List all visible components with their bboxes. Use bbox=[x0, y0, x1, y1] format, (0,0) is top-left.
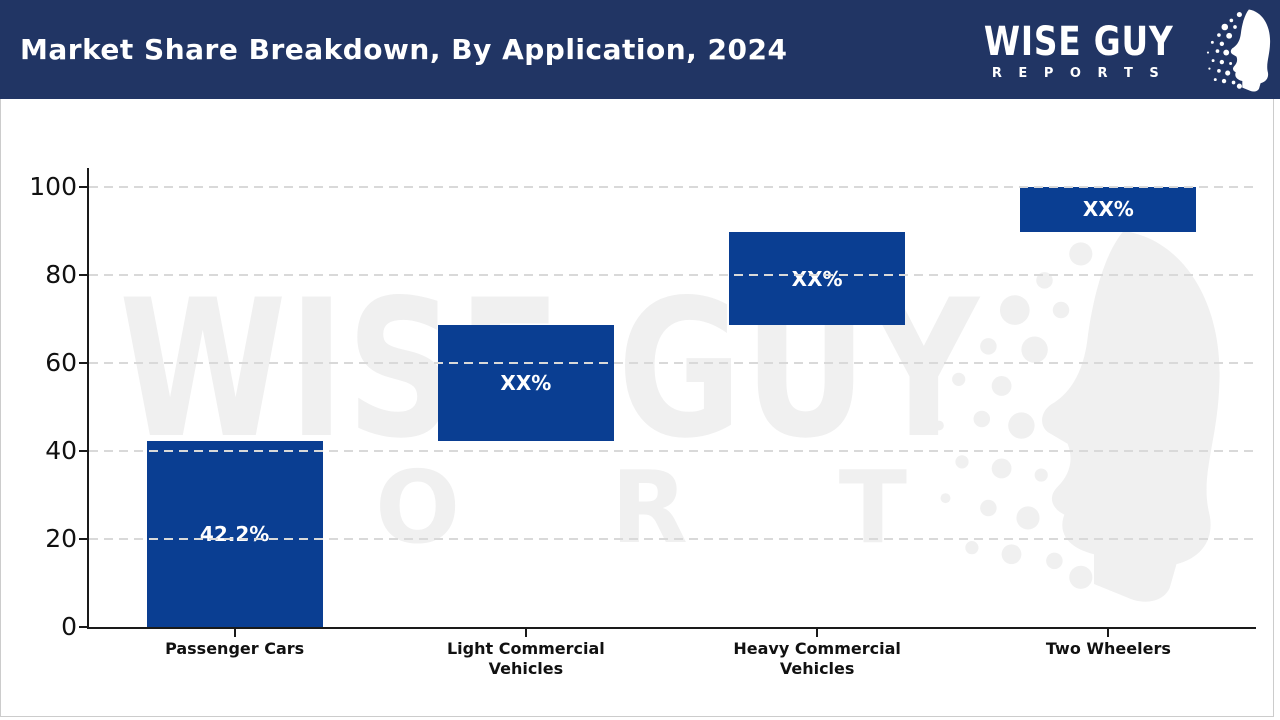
bar-value-label: XX% bbox=[791, 266, 843, 291]
header-bar: Market Share Breakdown, By Application, … bbox=[0, 0, 1280, 99]
gridline bbox=[89, 362, 1254, 364]
category-label: Light Commercial Vehicles bbox=[446, 639, 605, 678]
category-label: Two Wheelers bbox=[1045, 639, 1171, 658]
gridline bbox=[89, 186, 1254, 188]
x-tick bbox=[524, 629, 527, 637]
bar-value-label: XX% bbox=[500, 371, 552, 396]
y-tick-label: 40 bbox=[45, 436, 77, 465]
y-tick-label: 60 bbox=[45, 348, 77, 377]
bar-value-label: XX% bbox=[1082, 197, 1134, 222]
watermark-head-icon bbox=[933, 230, 1220, 602]
bar-segment: XX% bbox=[437, 325, 614, 442]
bar-segment: XX% bbox=[729, 231, 906, 326]
bar-value-label: 42.2% bbox=[199, 522, 270, 547]
y-tick-label: 80 bbox=[45, 260, 77, 289]
y-tick bbox=[79, 538, 87, 540]
gridline bbox=[89, 274, 1254, 276]
y-tick-label: 20 bbox=[45, 524, 77, 553]
y-tick bbox=[79, 186, 87, 188]
x-tick bbox=[816, 629, 819, 637]
gridline bbox=[89, 538, 1254, 540]
bar-segment: XX% bbox=[1020, 187, 1197, 232]
y-tick-label: 100 bbox=[29, 172, 77, 201]
y-tick bbox=[79, 626, 87, 628]
x-tick bbox=[1107, 629, 1110, 637]
chart-card: WISE GUY P O R T S 0 20 40 60 80 100 42.2% Pass… bbox=[0, 99, 1274, 717]
waterfall-chart: 0 20 40 60 80 100 42.2% Passenger Cars XX% Light … bbox=[1, 99, 1273, 716]
x-tick bbox=[233, 629, 236, 637]
wise-guy-reports-logo: WISE GUY R E P O R T S bbox=[963, 6, 1272, 94]
x-axis-spine bbox=[87, 627, 1256, 629]
logo-wordmark: WISE GUY bbox=[983, 18, 1174, 65]
category-label: Passenger Cars bbox=[165, 639, 305, 658]
logo-text: WISE GUY R E P O R T S bbox=[963, 20, 1194, 81]
y-axis-spine bbox=[87, 168, 89, 629]
category-label: Heavy Commercial Vehicles bbox=[733, 639, 901, 678]
y-tick bbox=[79, 450, 87, 452]
bar-segment: 42.2% bbox=[146, 441, 323, 627]
y-tick bbox=[79, 274, 87, 276]
gridline bbox=[89, 450, 1254, 452]
page-title: Market Share Breakdown, By Application, … bbox=[20, 33, 788, 66]
logo-subtitle: R E P O R T S bbox=[991, 65, 1165, 81]
y-tick-label: 0 bbox=[61, 612, 77, 641]
dotted-head-icon bbox=[1206, 9, 1271, 92]
y-tick bbox=[79, 362, 87, 364]
